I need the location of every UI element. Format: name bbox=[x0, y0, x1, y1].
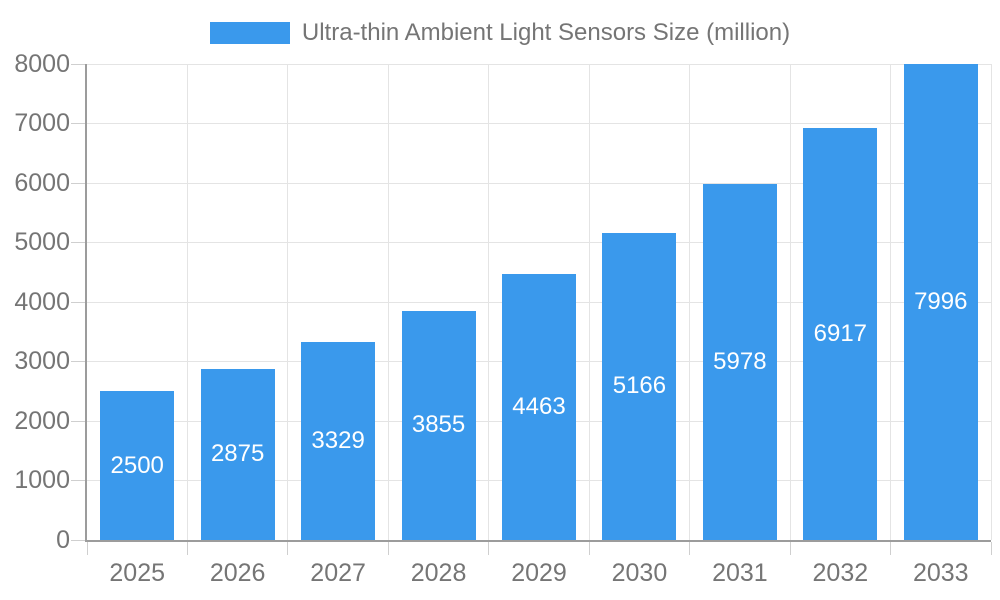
y-axis-tick bbox=[71, 242, 85, 243]
bar[interactable]: 4463 bbox=[502, 274, 576, 540]
x-tick-label: 2032 bbox=[812, 559, 869, 587]
x-axis-tick bbox=[990, 542, 992, 555]
y-tick-label: 6000 bbox=[14, 168, 70, 197]
y-axis-tick bbox=[71, 420, 85, 422]
v-gridline bbox=[186, 64, 188, 540]
bar[interactable]: 7996 bbox=[903, 64, 978, 540]
bar[interactable]: 5978 bbox=[702, 184, 777, 540]
y-axis-tick bbox=[71, 480, 85, 481]
x-axis-tick bbox=[387, 542, 389, 555]
h-gridline bbox=[87, 63, 991, 65]
x-axis-line bbox=[85, 540, 991, 542]
y-tick-label: 5000 bbox=[14, 228, 70, 256]
y-tick-label: 0 bbox=[56, 525, 70, 554]
y-tick-label: 7000 bbox=[14, 109, 70, 137]
v-gridline bbox=[488, 64, 490, 540]
bar[interactable]: 3329 bbox=[301, 341, 376, 540]
legend-item[interactable]: Ultra-thin Ambient Light Sensors Size (m… bbox=[0, 19, 1000, 47]
legend-swatch bbox=[209, 22, 290, 44]
x-tick-label: 2031 bbox=[712, 559, 768, 587]
x-axis-tick bbox=[287, 542, 289, 555]
v-gridline bbox=[287, 64, 289, 540]
bar-value-label: 3855 bbox=[411, 411, 466, 439]
h-gridline bbox=[87, 182, 991, 184]
y-tick-label: 8000 bbox=[14, 49, 70, 78]
y-axis-tick bbox=[71, 123, 85, 124]
y-axis-tick bbox=[71, 301, 85, 303]
bar-value-label: 5166 bbox=[612, 372, 667, 400]
legend-label: Ultra-thin Ambient Light Sensors Size (m… bbox=[301, 19, 791, 46]
x-axis-tick bbox=[186, 542, 188, 555]
x-tick-label: 2030 bbox=[611, 559, 668, 587]
h-gridline bbox=[87, 242, 991, 243]
y-tick-label: 1000 bbox=[14, 466, 70, 494]
y-axis-line bbox=[85, 64, 87, 542]
bar-value-label: 7996 bbox=[914, 288, 968, 316]
y-axis-tick bbox=[71, 539, 85, 541]
plot-area: 2500 2875 3329 3855 4463 5166 5978 6917 7996 bbox=[87, 63, 992, 540]
v-gridline bbox=[387, 64, 389, 540]
x-axis-tick bbox=[488, 542, 490, 555]
v-gridline bbox=[890, 64, 892, 540]
bar[interactable]: 2875 bbox=[200, 368, 275, 540]
v-gridline bbox=[789, 64, 791, 540]
x-tick-label: 2026 bbox=[209, 559, 266, 587]
bar[interactable]: 5166 bbox=[602, 232, 677, 540]
y-tick-label: 4000 bbox=[14, 287, 70, 316]
bar-value-label: 5978 bbox=[713, 348, 767, 376]
v-gridline bbox=[990, 64, 992, 540]
x-axis-tick bbox=[890, 542, 892, 555]
bar-value-label: 3329 bbox=[311, 426, 365, 454]
x-tick-label: 2029 bbox=[511, 559, 567, 587]
x-axis-tick bbox=[789, 542, 791, 555]
bar[interactable]: 3855 bbox=[401, 310, 476, 540]
bar-value-label: 2500 bbox=[110, 451, 164, 479]
x-tick-label: 2028 bbox=[410, 559, 467, 587]
x-tick-label: 2025 bbox=[109, 559, 166, 587]
bar-value-label: 2875 bbox=[210, 440, 265, 468]
y-tick-label: 2000 bbox=[14, 406, 70, 435]
x-axis-tick bbox=[588, 542, 590, 555]
bar-value-label: 6917 bbox=[813, 320, 868, 348]
v-gridline bbox=[588, 64, 590, 540]
x-axis-tick bbox=[689, 542, 691, 555]
x-axis-tick bbox=[86, 542, 88, 555]
h-gridline bbox=[87, 123, 991, 124]
y-tick-label: 3000 bbox=[14, 347, 70, 375]
y-axis-tick bbox=[71, 63, 85, 65]
bar-value-label: 4463 bbox=[512, 393, 566, 421]
bar[interactable]: 6917 bbox=[803, 128, 878, 540]
bar[interactable]: 2500 bbox=[100, 391, 175, 540]
x-tick-label: 2027 bbox=[310, 559, 366, 587]
v-gridline bbox=[689, 64, 691, 540]
y-axis-tick bbox=[71, 182, 85, 184]
x-tick-label: 2033 bbox=[912, 559, 969, 587]
y-axis-tick bbox=[71, 361, 85, 362]
